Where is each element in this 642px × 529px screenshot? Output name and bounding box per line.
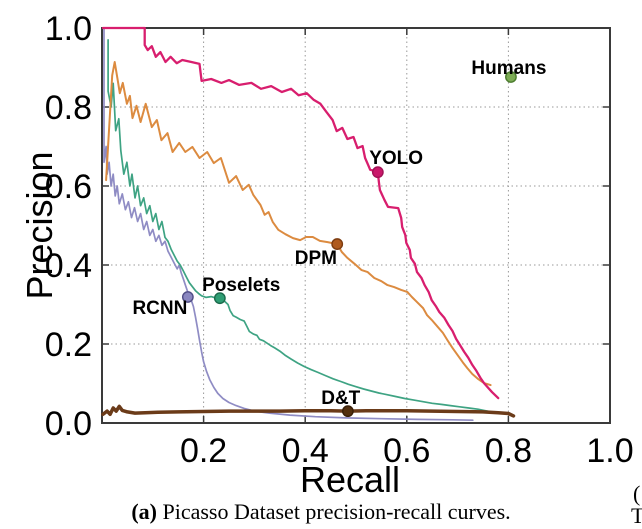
y-tick-label: 1.0	[45, 10, 92, 48]
series-label-Poselets: Poselets	[202, 275, 280, 296]
series-label-DPM: DPM	[295, 248, 337, 269]
series-marker-RCNN	[181, 291, 194, 303]
plot-frame	[101, 27, 611, 424]
series-line-YOLO	[101, 26, 500, 400]
series-line-D&T	[101, 404, 516, 418]
y-tick-label: 0.4	[45, 247, 92, 285]
series-line-RCNN	[103, 27, 474, 422]
series-marker-Humans	[505, 71, 517, 83]
x-tick-label: 0.8	[485, 432, 532, 470]
series-marker-DPM	[331, 238, 344, 250]
x-tick-label: 1.0	[586, 432, 633, 470]
adjacent-column-fragment: T	[631, 503, 642, 528]
y-tick-label: 0.6	[45, 168, 92, 206]
caption-text: Picasso Dataset precision-recall curves.	[156, 499, 511, 524]
y-tick-label: 0.0	[45, 405, 92, 443]
series-label-D&T: D&T	[321, 388, 360, 409]
series-label-YOLO: YOLO	[369, 148, 423, 169]
y-tick-label: 0.2	[45, 326, 92, 364]
pr-chart: 0.2 0.4 0.6 0.8 1.0 0.0 0.2 0.4 0.6 0.8 1.0 Recall P…	[19, 10, 634, 500]
series-line-Poselets	[107, 39, 490, 413]
x-tick-label: 0.2	[180, 432, 227, 470]
y-tick-label: 0.8	[45, 89, 92, 127]
caption-label: (a)	[131, 499, 157, 524]
x-tick-label: 0.4	[282, 432, 329, 470]
series-label-Humans: Humans	[471, 58, 546, 79]
series-marker-D&T	[341, 405, 354, 418]
series-marker-YOLO	[371, 166, 384, 179]
x-axis-label: Recall	[300, 459, 400, 500]
series-line-DPM	[105, 61, 492, 387]
adjacent-column-fragment: (	[633, 481, 641, 506]
figure-caption: (a) Picasso Dataset precision-recall cur…	[0, 499, 642, 525]
x-tick-label: 0.6	[383, 432, 430, 470]
y-axis-label: Precision	[19, 151, 60, 299]
series-label-RCNN: RCNN	[132, 298, 187, 319]
series-marker-Poselets	[213, 292, 226, 305]
